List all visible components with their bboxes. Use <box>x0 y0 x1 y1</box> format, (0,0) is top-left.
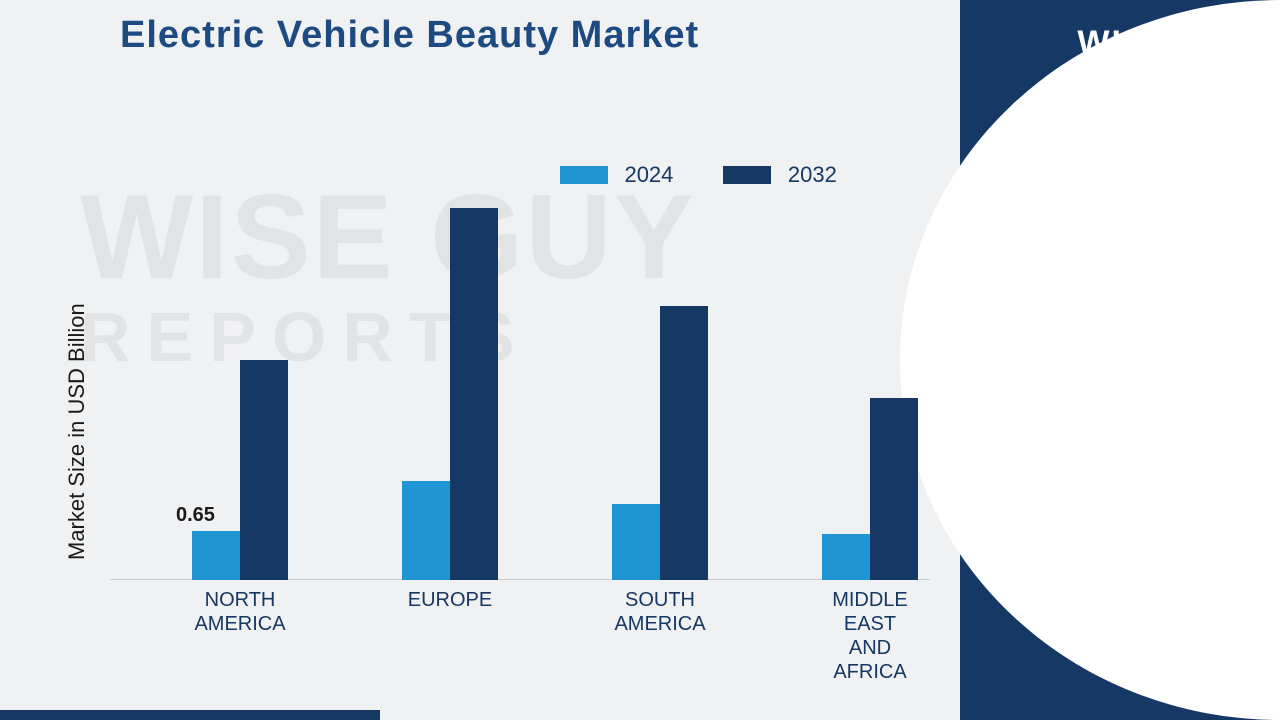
bar-2032-1 <box>450 208 498 580</box>
page-root: WISEGUY REPORTS Electric Vehicle Beauty … <box>0 0 1280 720</box>
bar-2032-0 <box>240 360 288 580</box>
bar-2024-3 <box>822 534 870 580</box>
x-axis-label-2: SOUTHAMERICA <box>580 580 740 636</box>
legend-item-1: 2032 <box>723 162 836 188</box>
legend-label-1: 2032 <box>788 162 837 187</box>
white-curve-overlay <box>900 0 1280 720</box>
bar-2032-2 <box>660 306 708 580</box>
legend-item-0: 2024 <box>560 162 673 188</box>
chart-plot-area: NORTHAMERICAEUROPESOUTHAMERICAMIDDLEEAST… <box>110 200 930 580</box>
brand-logo: WISEGUY REPORTS <box>1077 26 1252 80</box>
chart-title: Electric Vehicle Beauty Market <box>120 14 699 57</box>
legend-swatch-0 <box>560 166 608 184</box>
legend-swatch-1 <box>723 166 771 184</box>
bar-2024-2 <box>612 504 660 580</box>
bar-2024-1 <box>402 481 450 580</box>
footer-accent-bar <box>0 710 380 720</box>
bar-value-label: 0.65 <box>176 504 215 527</box>
brand-logo-line2: REPORTS <box>1077 62 1252 80</box>
x-axis-label-1: EUROPE <box>370 580 530 612</box>
legend-label-0: 2024 <box>624 162 673 187</box>
bar-2032-3 <box>870 398 918 580</box>
y-axis-label: Market Size in USD Billion <box>64 303 90 560</box>
x-axis-label-0: NORTHAMERICA <box>160 580 320 636</box>
x-axis-label-3: MIDDLEEASTANDAFRICA <box>790 580 950 684</box>
bar-2024-0 <box>192 531 240 580</box>
brand-logo-line1: WISEGUY <box>1077 26 1252 60</box>
chart-legend: 2024 2032 <box>560 162 837 188</box>
